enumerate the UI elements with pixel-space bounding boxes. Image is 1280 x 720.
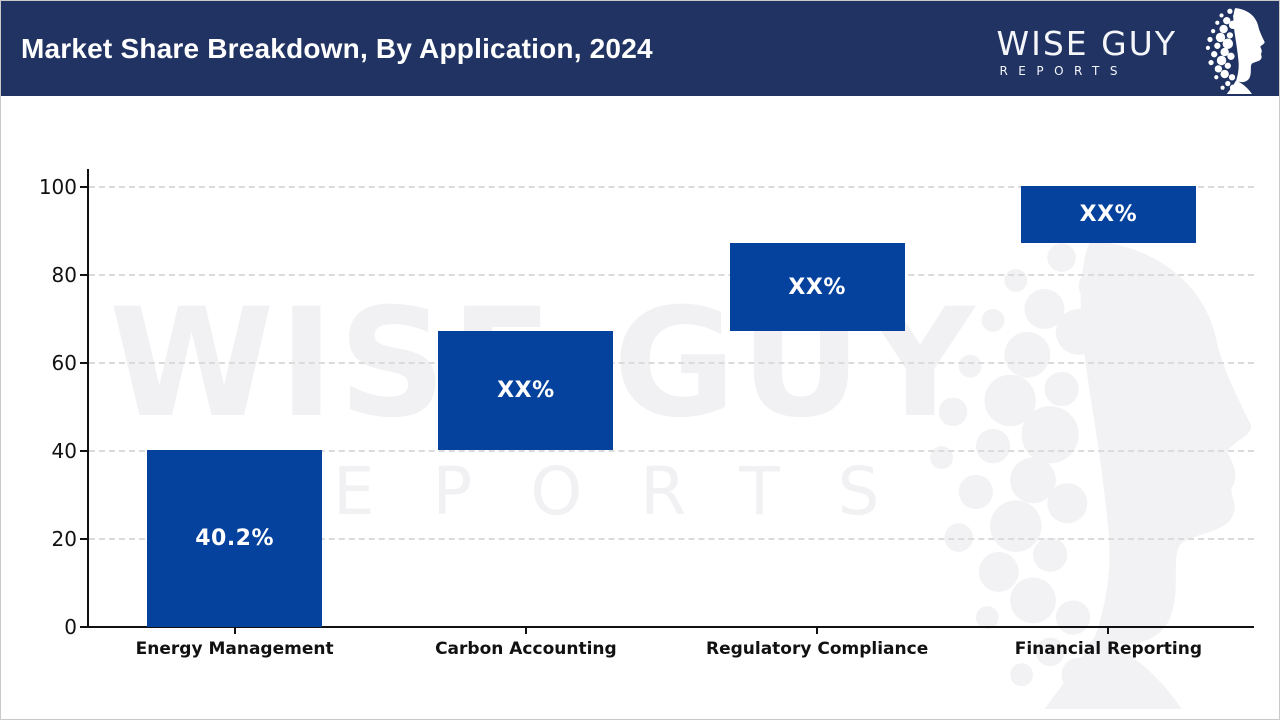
bar-value-label: XX%	[497, 378, 555, 404]
y-tick-40	[80, 450, 87, 452]
x-axis-label-regulatory-compliance: Regulatory Compliance	[705, 639, 929, 659]
bar-regulatory-compliance: XX%	[729, 243, 905, 332]
bar-value-label: XX%	[1079, 202, 1138, 228]
gridline-20	[89, 538, 1254, 540]
logo-text: WISE GUY REPORTS	[996, 24, 1177, 79]
x-tick-carbon-accounting	[524, 628, 527, 634]
logo-reports-label: REPORTS	[999, 64, 1128, 78]
x-tick-financial-reporting	[1107, 628, 1110, 634]
y-tick-20	[80, 538, 87, 540]
gridline-100	[89, 186, 1254, 188]
wiseguy-logo: WISE GUY REPORTS	[996, 1, 1273, 96]
bar-value-label: XX%	[788, 274, 846, 300]
y-axis-line	[87, 169, 89, 628]
y-tick-label-100: 100	[38, 175, 77, 199]
x-axis-line	[87, 626, 1254, 628]
logo-wordmark: WISE GUY	[996, 24, 1177, 63]
y-tick-label-0: 0	[64, 615, 77, 639]
y-tick-80	[80, 274, 87, 276]
y-tick-label-60: 60	[51, 351, 77, 375]
gridline-40	[89, 450, 1254, 452]
x-axis-label-financial-reporting: Financial Reporting	[1014, 639, 1203, 659]
gridline-60	[89, 362, 1254, 364]
logo-head-icon	[1205, 8, 1265, 94]
bar-value-label: 40.2%	[195, 526, 275, 552]
bar-energy-management: 40.2%	[147, 450, 323, 627]
y-tick-60	[80, 362, 87, 364]
y-tick-0	[80, 626, 87, 628]
gridline-80	[89, 274, 1254, 276]
y-tick-label-80: 80	[51, 263, 77, 287]
y-tick-label-40: 40	[51, 439, 77, 463]
x-tick-regulatory-compliance	[816, 628, 819, 634]
bar-carbon-accounting: XX%	[438, 331, 614, 451]
y-tick-100	[80, 186, 87, 188]
bar-financial-reporting: XX%	[1020, 186, 1196, 244]
x-axis-label-energy-management: Energy Management	[135, 639, 334, 659]
page-title: Market Share Breakdown, By Application, …	[21, 32, 653, 64]
x-tick-energy-management	[233, 628, 236, 634]
y-tick-label-20: 20	[51, 527, 77, 551]
header-bar: Market Share Breakdown, By Application, …	[1, 1, 1279, 96]
x-axis-label-carbon-accounting: Carbon Accounting	[435, 639, 617, 659]
